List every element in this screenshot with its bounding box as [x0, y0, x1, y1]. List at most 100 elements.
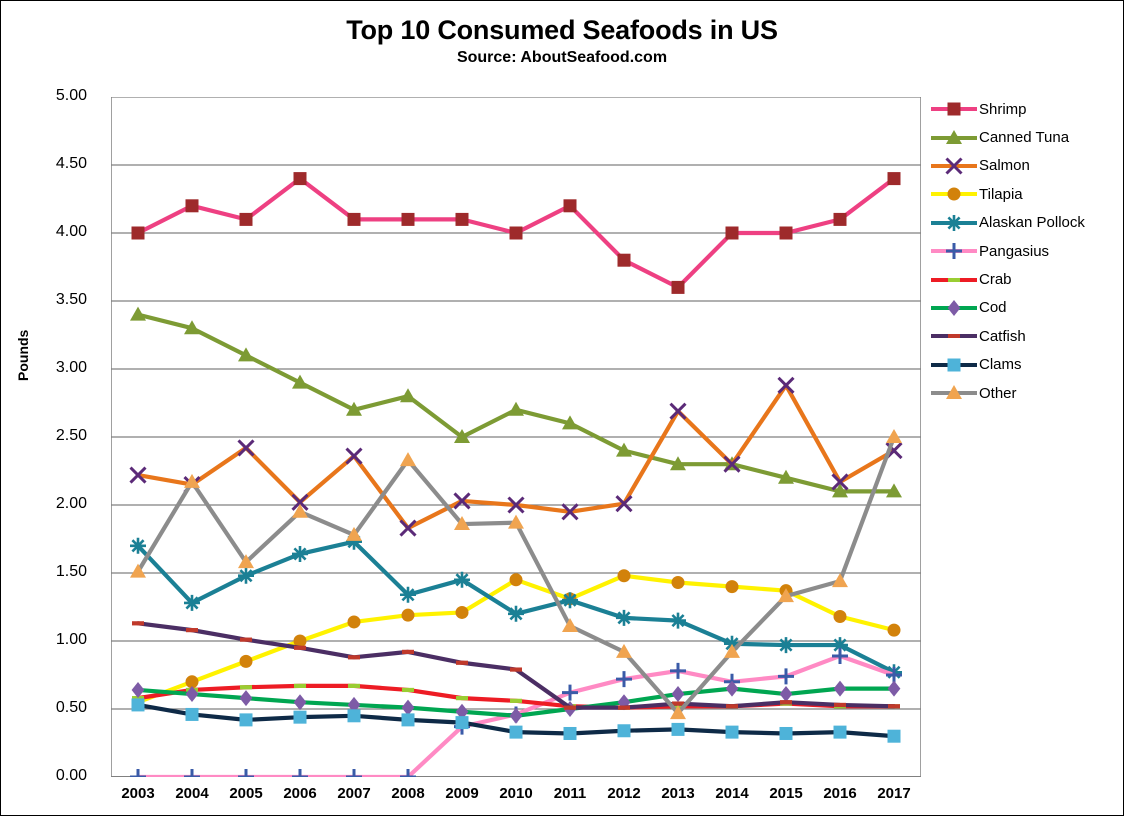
data-point-marker	[886, 667, 902, 683]
legend-item-cod[interactable]: Cod	[931, 294, 1121, 322]
legend-item-clams[interactable]: Clams	[931, 351, 1121, 379]
data-point-marker	[291, 493, 309, 511]
data-point-marker	[833, 212, 847, 226]
data-point-marker	[616, 671, 632, 688]
data-point-marker	[618, 705, 630, 710]
data-point-marker	[346, 533, 362, 550]
data-point-marker	[348, 683, 360, 688]
gridlines	[111, 97, 921, 777]
chart-svg	[111, 97, 921, 777]
legend-marker-icon	[947, 102, 961, 116]
data-point-marker	[238, 769, 254, 777]
x-tick-label: 2012	[607, 785, 641, 802]
legend-item-other[interactable]: Other	[931, 379, 1121, 407]
chart-subtitle: Source: AboutSeafood.com	[456, 49, 668, 66]
data-point-marker	[346, 769, 362, 777]
data-point-marker	[509, 707, 523, 724]
chart-legend: Shrimp Canned Tuna Salmon Tilapia Alaskan Po…	[931, 95, 1121, 407]
series-catfish	[132, 621, 900, 710]
data-point-marker	[130, 769, 146, 777]
series-other	[130, 429, 902, 720]
legend-item-salmon[interactable]: Salmon	[931, 152, 1121, 180]
data-point-marker	[886, 483, 902, 498]
legend-marker-icon	[946, 243, 962, 260]
legend-label: Canned Tuna	[979, 129, 1070, 147]
data-point-marker	[455, 605, 469, 619]
legend-item-pangasius[interactable]: Pangasius	[931, 237, 1121, 265]
series-alaskan-pollock	[130, 533, 902, 681]
data-point-marker	[832, 483, 848, 498]
data-point-marker	[616, 609, 632, 626]
data-point-marker	[455, 212, 469, 226]
data-point-marker	[886, 429, 902, 443]
x-tick-label: 2015	[769, 785, 803, 802]
series-clams	[131, 698, 901, 743]
legend-marker-icon	[946, 385, 962, 400]
data-point-marker	[184, 594, 200, 611]
data-point-marker	[129, 466, 147, 484]
data-point-marker	[777, 376, 795, 394]
data-point-marker	[509, 573, 523, 587]
data-point-marker	[400, 769, 416, 777]
series-shrimp	[131, 172, 901, 294]
y-tick-label: 1.50	[55, 563, 87, 580]
data-point-marker	[293, 172, 307, 186]
data-point-marker	[833, 610, 847, 624]
legend-marker-shape	[946, 243, 962, 260]
data-point-marker	[401, 699, 415, 716]
legend-item-canned-tuna[interactable]: Canned Tuna	[931, 123, 1121, 151]
data-point-marker	[132, 621, 144, 626]
data-point-marker	[778, 668, 794, 685]
data-point-marker	[832, 647, 848, 664]
legend-item-catfish[interactable]: Catfish	[931, 322, 1121, 350]
data-point-marker	[670, 705, 686, 720]
legend-item-crab[interactable]: Crab	[931, 265, 1121, 293]
data-point-marker	[400, 388, 416, 403]
data-point-marker	[508, 401, 524, 416]
data-point-marker	[402, 687, 414, 693]
data-point-marker	[347, 615, 361, 629]
data-point-marker	[509, 725, 523, 739]
data-point-marker	[237, 439, 255, 457]
data-point-marker	[615, 495, 633, 513]
data-point-marker	[454, 429, 470, 443]
x-tick-label: 2005	[229, 785, 263, 802]
data-point-marker	[347, 212, 361, 226]
legend-marker-shape	[947, 102, 961, 116]
data-point-marker	[562, 415, 578, 430]
data-point-marker	[401, 608, 415, 622]
data-point-marker	[563, 199, 577, 213]
legend-marker-icon	[947, 187, 961, 201]
legend-key-icon	[931, 356, 977, 374]
data-point-marker	[346, 401, 362, 416]
y-tick-label: 1.00	[55, 631, 87, 648]
y-tick-label: 3.50	[55, 291, 87, 308]
legend-item-tilapia[interactable]: Tilapia	[931, 180, 1121, 208]
data-point-marker	[779, 686, 793, 703]
data-point-marker	[725, 226, 739, 240]
data-point-marker	[294, 683, 306, 688]
x-tick-label: 2010	[499, 785, 533, 802]
data-point-marker	[399, 519, 417, 537]
series-layer	[129, 172, 903, 777]
data-point-marker	[617, 724, 631, 738]
legend-marker-icon	[947, 299, 961, 316]
data-point-marker	[779, 226, 793, 240]
x-tick-label: 2006	[283, 785, 317, 802]
data-point-marker	[239, 690, 253, 707]
legend-key-icon	[931, 271, 977, 289]
legend-key-icon	[931, 129, 977, 147]
x-tick-label: 2011	[553, 785, 587, 802]
data-point-marker	[779, 726, 793, 740]
series-canned-tuna	[130, 306, 902, 498]
legend-item-shrimp[interactable]: Shrimp	[931, 95, 1121, 123]
legend-key-icon	[931, 384, 977, 402]
data-point-marker	[185, 707, 199, 721]
plot-area	[111, 97, 921, 777]
data-point-marker	[724, 643, 740, 658]
legend-marker-icon	[946, 129, 962, 144]
legend-item-alaskan-pollock[interactable]: Alaskan Pollock	[931, 209, 1121, 237]
data-point-marker	[887, 172, 901, 186]
data-point-marker	[401, 713, 415, 727]
